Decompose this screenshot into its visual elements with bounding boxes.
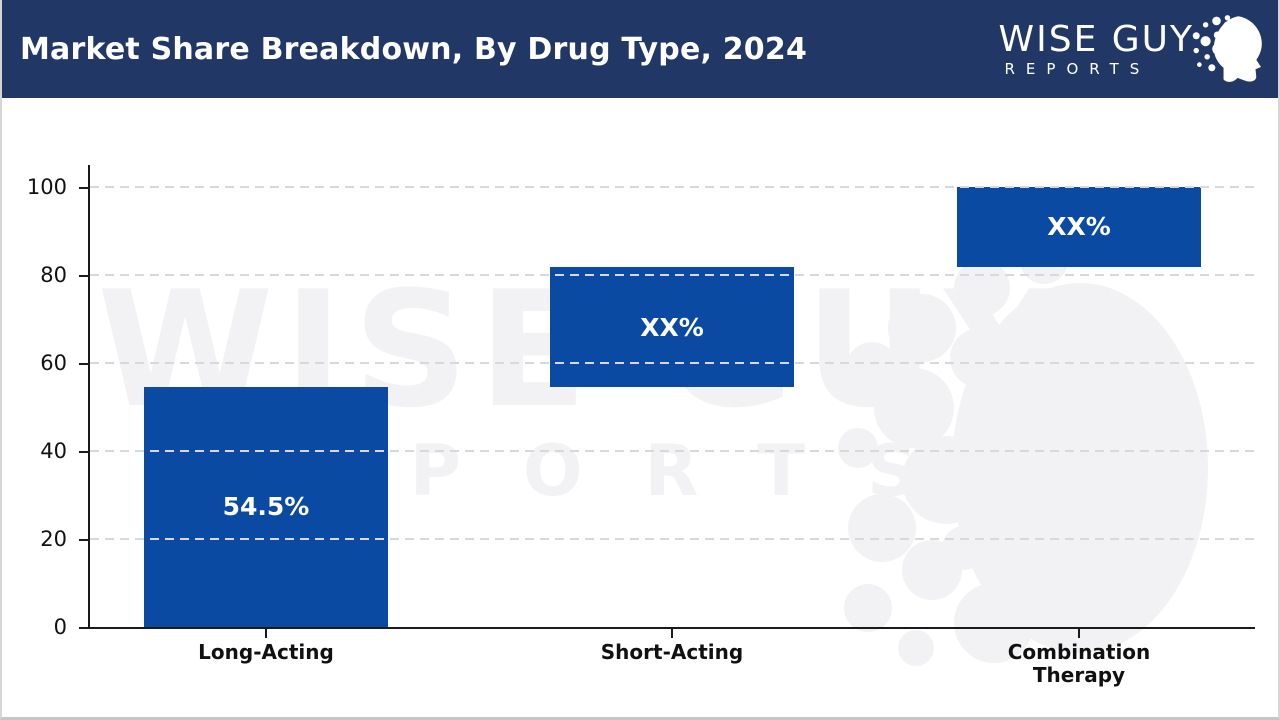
y-tickmark-100 bbox=[79, 186, 88, 189]
logo-wordmark: WISE GUY bbox=[998, 18, 1194, 60]
y-tickmark-80 bbox=[79, 274, 88, 277]
gridline-60 bbox=[90, 361, 1255, 364]
y-tick-label-20: 20 bbox=[40, 526, 67, 551]
x-tickmark-short-acting bbox=[671, 629, 673, 638]
y-tick-label-60: 60 bbox=[40, 350, 67, 375]
x-axis-line bbox=[88, 627, 1255, 629]
logo-subtext: REPORTS bbox=[1004, 59, 1151, 78]
gridline-40 bbox=[90, 449, 1255, 452]
bar-value-label: XX% bbox=[1047, 212, 1111, 242]
watermark-head-icon bbox=[838, 236, 1208, 666]
y-tick-label-80: 80 bbox=[40, 262, 67, 287]
bar-long-acting: 54.5% bbox=[144, 386, 388, 627]
x-tick-label-combination-therapy: Combination Therapy bbox=[1007, 640, 1151, 687]
y-tick-label-100: 100 bbox=[26, 174, 67, 199]
wise-guy-logo: WISE GUY REPORTS bbox=[999, 7, 1269, 91]
bar-short-acting: XX% bbox=[550, 267, 794, 387]
y-tick-label-0: 0 bbox=[53, 615, 67, 639]
bar-combination-therapy: XX% bbox=[957, 186, 1201, 268]
y-tickmark-0 bbox=[79, 627, 88, 629]
y-tick-label-40: 40 bbox=[40, 438, 67, 463]
bar-value-label: 54.5% bbox=[222, 492, 310, 522]
logo-text: WISE GUY REPORTS bbox=[998, 18, 1195, 78]
gridline-20 bbox=[90, 537, 1255, 540]
y-tickmark-60 bbox=[79, 362, 88, 365]
y-tickmark-40 bbox=[79, 450, 88, 453]
x-tick-label-long-acting: Long-Acting bbox=[198, 640, 334, 664]
gridline-80 bbox=[90, 273, 1255, 276]
y-axis-line bbox=[88, 165, 90, 629]
x-tickmark-combination-therapy bbox=[1078, 629, 1080, 638]
x-tickmark-long-acting bbox=[265, 629, 267, 638]
bar-value-label: XX% bbox=[640, 312, 704, 342]
header-bar: Market Share Breakdown, By Drug Type, 20… bbox=[2, 0, 1278, 98]
gridline-100 bbox=[90, 185, 1255, 188]
chart-title: Market Share Breakdown, By Drug Type, 20… bbox=[20, 31, 808, 67]
x-tick-label-short-acting: Short-Acting bbox=[600, 640, 744, 664]
y-tickmark-20 bbox=[79, 538, 88, 541]
chart-area: WISE GUY REPORTS 54.5%XX%XX%020406080100… bbox=[2, 98, 1278, 717]
logo-head-icon bbox=[1192, 15, 1262, 82]
